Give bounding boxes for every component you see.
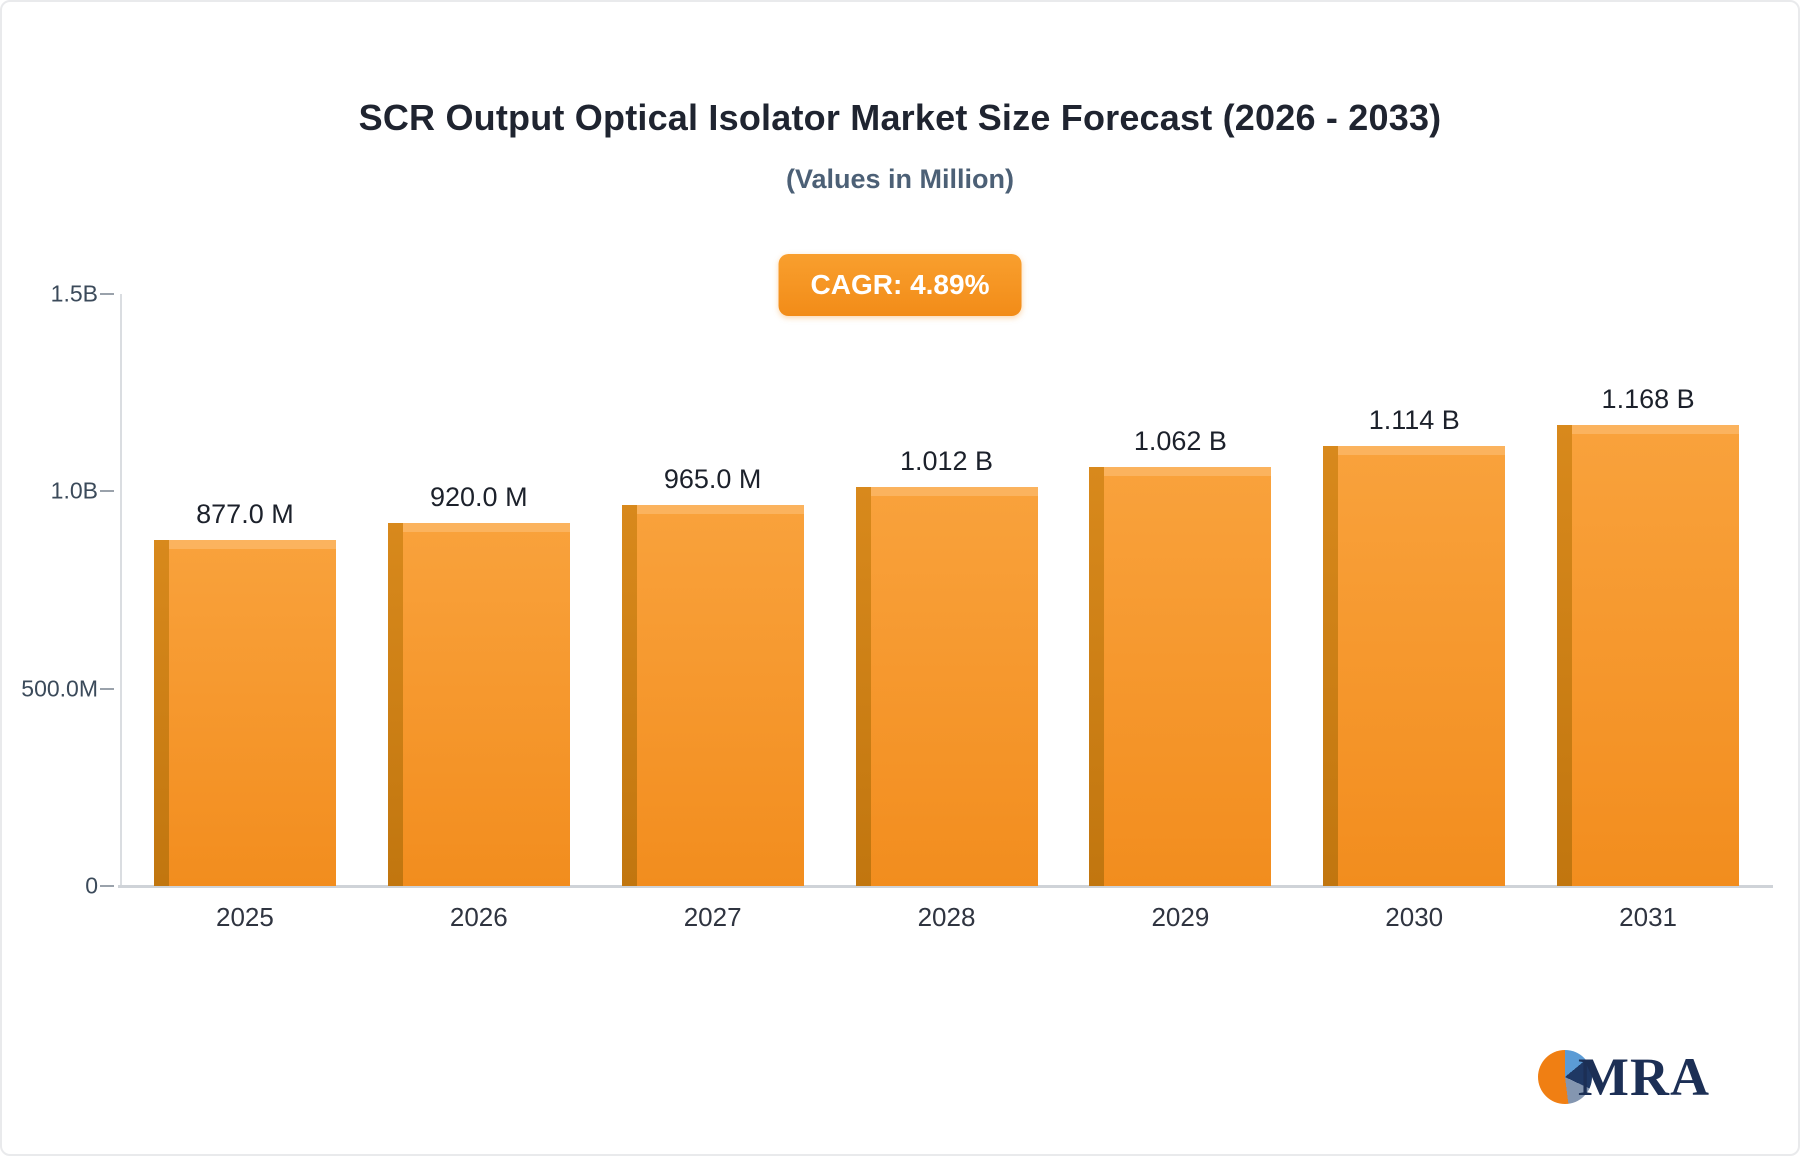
bars-container: 877.0 M 2025 920.0 M 2026 965.0 M 2027 1.012 B… <box>128 294 1765 932</box>
x-axis-label: 2025 <box>216 902 274 932</box>
bar-value-label: 1.168 B <box>1601 384 1695 415</box>
x-axis-line <box>118 885 1773 888</box>
bar-group: 1.168 B 2031 <box>1531 294 1765 932</box>
y-tick-mark <box>100 687 114 690</box>
bar <box>1089 466 1272 887</box>
bar <box>153 539 336 887</box>
y-tick-label: 0 <box>85 872 98 899</box>
bar <box>621 505 804 886</box>
x-axis-label: 2028 <box>917 902 976 932</box>
plot-area: 1.5B 1.0B 500.0M 0 877.0 M 2025 920.0 M 202… <box>21 281 1773 932</box>
bar-value-label: 965.0 M <box>663 464 762 495</box>
bar <box>1323 446 1506 886</box>
bar <box>1557 425 1740 886</box>
x-axis-label: 2029 <box>1151 902 1210 932</box>
bar-group: 1.012 B 2028 <box>830 294 1064 932</box>
bar-group: 965.0 M 2027 <box>596 294 830 932</box>
mra-logo-text: MRA <box>1578 1047 1710 1107</box>
bar-value-label: 1.114 B <box>1368 405 1460 436</box>
y-tick-label: 1.0B <box>50 477 98 504</box>
chart-title: SCR Output Optical Isolator Market Size … <box>358 97 1442 138</box>
x-axis-label: 2031 <box>1619 902 1677 932</box>
mra-logo-icon <box>1538 1050 1593 1104</box>
x-axis-label: 2030 <box>1385 902 1444 932</box>
y-axis-line <box>120 294 122 886</box>
mra-logo: MRA <box>1538 1046 1710 1108</box>
bar-group: 1.114 B 2030 <box>1297 294 1531 932</box>
x-axis-label: 2026 <box>449 902 508 932</box>
y-tick-mark <box>100 885 114 887</box>
bar-group: 1.062 B 2029 <box>1063 294 1297 932</box>
bar-value-label: 1.062 B <box>1133 425 1227 456</box>
bar-group: 877.0 M 2025 <box>128 294 362 932</box>
bar <box>387 522 570 887</box>
y-tick-label: 500.0M <box>21 675 98 702</box>
bar <box>855 486 1038 887</box>
bar-value-label: 920.0 M <box>430 481 528 512</box>
y-tick-mark <box>100 293 114 295</box>
cagr-badge: CAGR: 4.89% <box>778 254 1022 316</box>
y-tick-mark <box>100 490 114 493</box>
bar-value-label: 1.012 B <box>899 445 994 476</box>
bar-group: 920.0 M 2026 <box>362 294 596 932</box>
bar-value-label: 877.0 M <box>196 498 294 529</box>
x-axis-label: 2027 <box>683 902 742 932</box>
chart-subtitle: (Values in Million) <box>785 164 1015 194</box>
y-tick-label: 1.5B <box>50 280 98 307</box>
